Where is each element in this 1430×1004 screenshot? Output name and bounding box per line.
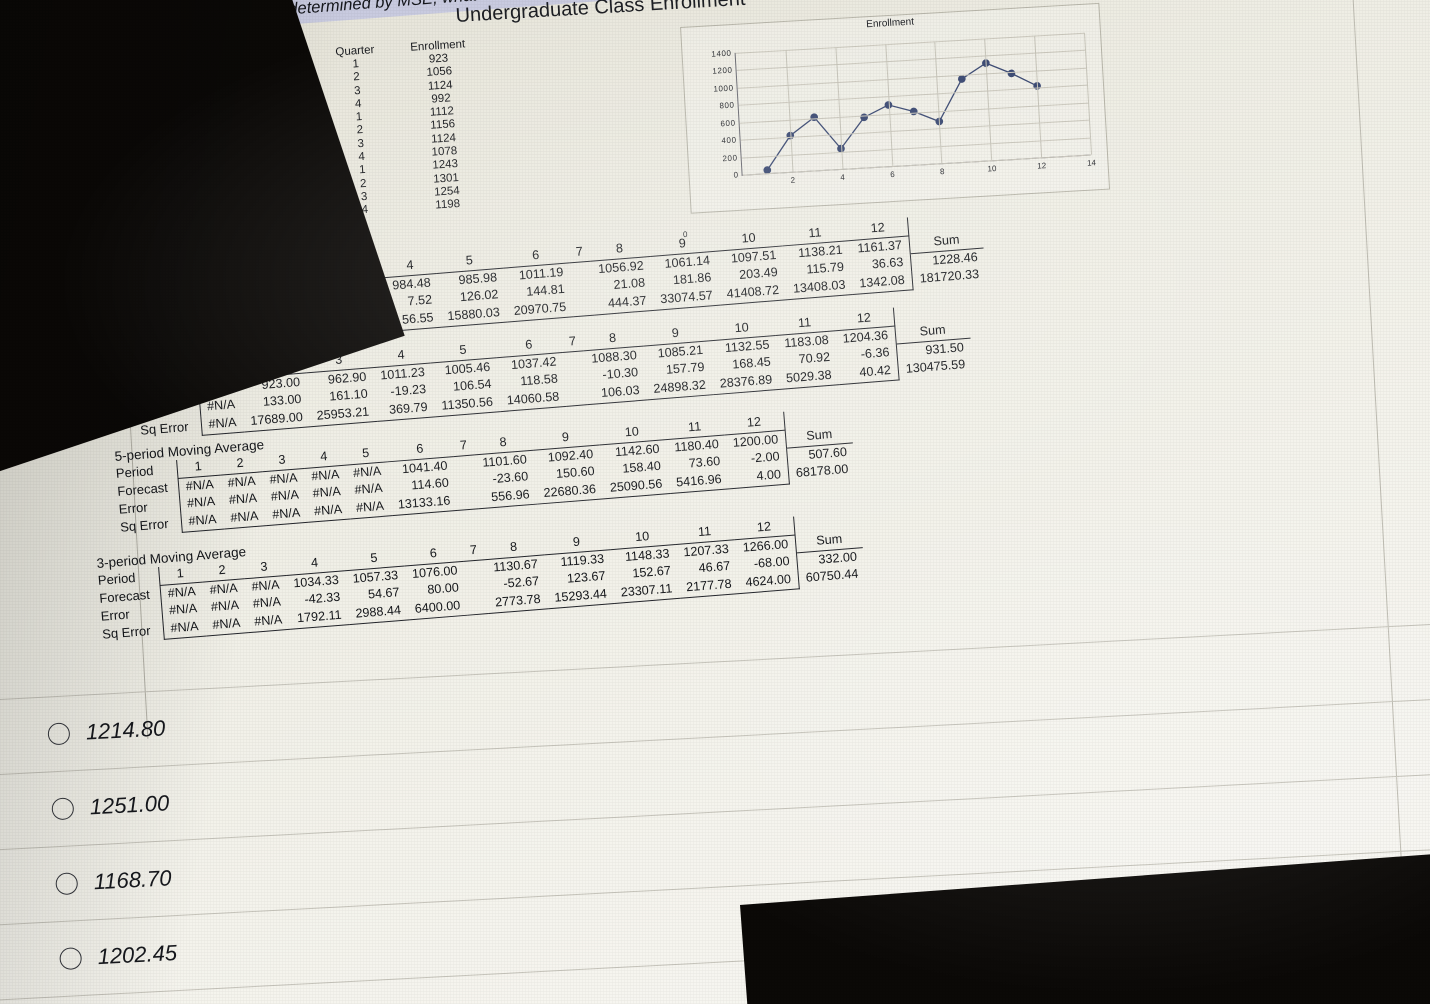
cell-ma3-r3-c0: #N/A: [162, 617, 207, 639]
chart-ytick-label: 1200: [712, 65, 733, 77]
cell-ma5-r0-c6: 7: [452, 436, 475, 457]
answer-option-label: 1251.00: [89, 790, 170, 820]
row-label-sq-error: Sq Error: [119, 516, 170, 535]
cell-es03-r3-c0: #N/A: [200, 413, 245, 435]
chart-xtick-label: 2: [790, 175, 796, 185]
sum-cell-ma3-r3: 60750.44: [805, 566, 859, 585]
cell-ma5-r3-c9: 25090.56: [602, 475, 671, 499]
cell-ma3-r3-c4: 2988.44: [347, 601, 409, 625]
cell-ma5-r3-c1: #N/A: [222, 507, 267, 529]
chart-xtick-label: 10: [987, 164, 997, 174]
chart-ytick-label: 600: [720, 118, 736, 129]
cell-es03-r3-c5: 14060.58: [499, 387, 567, 412]
cell-ma5-r3-c0: #N/A: [180, 510, 225, 532]
cell-ma3-r1-c6: [463, 559, 487, 579]
cell-ma3-r3-c5: 6400.00: [407, 596, 468, 620]
cell-ma5-r3-c5: 13133.16: [390, 491, 459, 516]
cell-ma5-r3-c3: #N/A: [306, 500, 350, 522]
answer-option-label: 1202.45: [96, 940, 178, 970]
cell-ma3-r3-c8: 15293.44: [546, 585, 615, 609]
chart-ytick-label: 0: [733, 170, 739, 180]
cell-es02-r1-c6: [569, 260, 592, 281]
cell-es03-r3-c6: [565, 386, 588, 406]
cell-es03-r0-c6: 7: [561, 332, 584, 352]
radio-button-icon[interactable]: [55, 872, 79, 896]
sum-cell-ma5-r3: 68178.00: [795, 462, 849, 481]
radio-button-icon[interactable]: [59, 947, 83, 971]
cell-es03-r3-c2: 25953.21: [309, 403, 377, 427]
cell-es02-r3-c6: [572, 296, 595, 317]
cell-ma3-r0-c6: 7: [462, 541, 485, 561]
row-label-sq-error: Sq Error: [101, 623, 152, 642]
cell-es03-r3-c8: 24898.32: [645, 376, 714, 400]
chart-ytick-label: 800: [719, 100, 735, 111]
cell-es02-r2-c6: [571, 279, 593, 299]
cell-ma3-r3-c2: #N/A: [246, 610, 290, 633]
answer-option-label: 1168.70: [93, 865, 173, 895]
cell-es03-r3-c7: 106.03: [586, 381, 648, 405]
cell-ma5-r2-c6: [455, 472, 477, 492]
chart-ytick-label: 1400: [711, 48, 732, 59]
radio-button-icon[interactable]: [51, 797, 75, 821]
chart-plot-area: 0 200 400 600 800 1000 1200 1400 2 4 6 8 10 12 14: [711, 32, 1096, 185]
chart-ytick-label: 200: [722, 152, 738, 163]
cell-es03-r3-c4: 11350.56: [433, 393, 501, 417]
cell-es03-r1-c6: [562, 350, 586, 370]
cell-es03-r3-c3: 369.79: [375, 398, 436, 421]
page-title: Undergraduate Class Enrollment: [455, 0, 746, 27]
cell-ma5-r3-c2: #N/A: [264, 503, 308, 526]
chart-ytick-label: 400: [721, 135, 737, 146]
cell-ma5-r3-c7: 556.96: [477, 485, 538, 509]
radio-button-icon[interactable]: [47, 722, 71, 746]
cell-ma5-r1-c6: [453, 454, 477, 475]
cell-ma5-r3-c4: #N/A: [348, 497, 392, 519]
cell-ma3-r3-c3: 1792.11: [288, 606, 350, 629]
cell-ma3-r3-c7: 2773.78: [487, 590, 549, 614]
answer-option-label: 1214.80: [85, 715, 166, 745]
chart-xtick-label: 4: [840, 172, 846, 183]
cell-ma5-r3-c8: 22680.36: [535, 480, 604, 504]
cell-es02-r0-c6: 7: [568, 242, 591, 263]
cell-ma3-r3-c1: #N/A: [204, 614, 249, 636]
enrollment-chart: Enrollment 0 200 400 600 800 1000 1200 1400 2 4 6 8…: [680, 2, 1111, 239]
chart-xtick-label: 6: [889, 169, 895, 180]
chart-ytick-label: 1000: [713, 83, 734, 94]
cell-ma3-r3-c10: 2177.78: [678, 575, 740, 598]
cell-es03-r2-c6: [564, 368, 586, 388]
cell-ma5-r3-c11: 4.00: [727, 465, 790, 489]
chart-xtick-label: 12: [1037, 161, 1047, 171]
cell-ma3-r3-c6: [466, 595, 489, 615]
chart-xtick-label: 14: [1086, 158, 1097, 168]
cell-ma5-r3-c10: 5416.96: [668, 470, 730, 494]
cell-ma3-r3-c9: 23307.11: [613, 579, 681, 604]
cell-es03-r3-c1: 17689.00: [242, 408, 311, 432]
cell-ma5-r3-c6: [456, 490, 479, 510]
cell-ma3-r2-c6: [465, 577, 487, 597]
chart-xtick-label: 8: [939, 167, 945, 177]
cell-ma3-r3-c11: 4624.00: [737, 570, 800, 594]
